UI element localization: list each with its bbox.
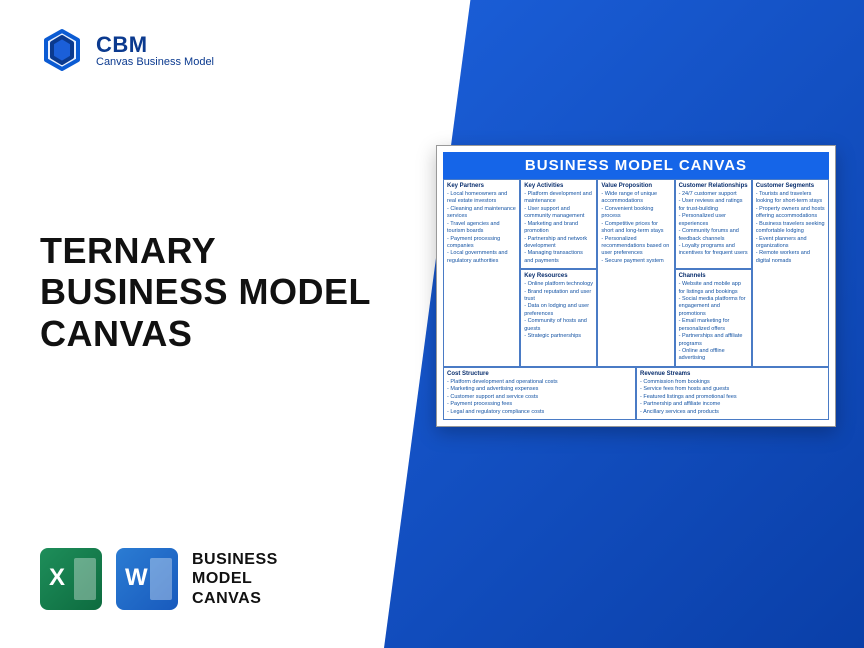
page-title: TERNARY BUSINESS MODEL CANVAS [40,230,371,354]
list-item: Business travelers seeking comfortable l… [756,221,825,236]
canvas-title: BUSINESS MODEL CANVAS [443,152,829,179]
list-item: Service fees from hosts and guests [640,386,825,393]
list-item: Online and offline advertising [679,348,748,363]
title-line-2: BUSINESS MODEL [40,271,371,312]
list-item: Data on lodging and user preferences [524,303,593,318]
list-item: Tourists and travelers looking for short… [756,191,825,206]
list-item: Property owners and hosts offering accom… [756,206,825,221]
brand-name: CBM [96,32,214,58]
list-item: User reviews and ratings for trust-build… [679,198,748,213]
list-item: Personalized recommendations based on us… [601,236,670,258]
cell-revenue-streams: Revenue Streams Commission from bookings… [636,367,829,420]
list-item: Convenient booking process [601,206,670,221]
word-icon: W [116,548,178,610]
cell-key-partners: Key Partners Local homeowners and real e… [443,179,520,367]
list-item: Email marketing for personalized offers [679,318,748,333]
list-item: Ancillary services and products [640,409,825,416]
cell-channels: Channels Website and mobile app for list… [675,269,752,367]
canvas-bottom-row: Cost Structure Platform development and … [443,367,829,420]
list-item: Community of hosts and guests [524,318,593,333]
list-item: User support and community management [524,206,593,221]
cell-value-proposition: Value Proposition Wide range of unique a… [597,179,674,367]
logo-icon [40,28,84,72]
list-item: Partnership and network development [524,236,593,251]
list-item: Remote workers and digital nomads [756,250,825,265]
cell-key-resources: Key Resources Online platform technology… [520,269,597,367]
list-item: Personalized user experiences [679,213,748,228]
list-item: Legal and regulatory compliance costs [447,409,632,416]
list-item: Cleaning and maintenance services [447,206,516,221]
list-item: Featured listings and promotional fees [640,394,825,401]
list-item: Local homeowners and real estate investo… [447,191,516,206]
list-item: Loyalty programs and incentives for freq… [679,243,748,258]
cell-cost-structure: Cost Structure Platform development and … [443,367,636,420]
list-item: Travel agencies and tourism boards [447,221,516,236]
list-item: Community forums and feedback channels [679,228,748,243]
list-item: Commission from bookings [640,379,825,386]
list-item: Brand reputation and user trust [524,289,593,304]
list-item: Customer support and service costs [447,394,632,401]
brand-tagline: Canvas Business Model [96,56,214,68]
header-logo: CBM Canvas Business Model [40,28,214,72]
list-item: Competitive prices for short and long-te… [601,221,670,236]
list-item: Online platform technology [524,281,593,288]
list-item: Managing transactions and payments [524,250,593,265]
list-item: Partnerships and affiliate programs [679,333,748,348]
cell-key-activities: Key Activities Platform development and … [520,179,597,269]
list-item: Secure payment system [601,258,670,265]
list-item: Payment processing fees [447,401,632,408]
list-item: Event planners and organizations [756,236,825,251]
list-item: 24/7 customer support [679,191,748,198]
bottom-apps: X W BUSINESS MODEL CANVAS [40,548,278,610]
bmc-label: BUSINESS MODEL CANVAS [192,550,278,608]
list-item: Marketing and advertising expenses [447,386,632,393]
list-item: Social media platforms for engagement an… [679,296,748,318]
canvas-grid: Key Partners Local homeowners and real e… [443,179,829,367]
list-item: Wide range of unique accommodations [601,191,670,206]
excel-icon: X [40,548,102,610]
list-item: Platform development and operational cos… [447,379,632,386]
list-item: Strategic partnerships [524,333,593,340]
list-item: Marketing and brand promotion [524,221,593,236]
cell-customer-relationships: Customer Relationships 24/7 customer sup… [675,179,752,269]
list-item: Local governments and regulatory authori… [447,250,516,265]
title-line-3: CANVAS [40,313,371,354]
list-item: Payment processing companies [447,236,516,251]
list-item: Website and mobile app for listings and … [679,281,748,296]
logo-text: CBM Canvas Business Model [96,32,214,68]
list-item: Platform development and maintenance [524,191,593,206]
cell-customer-segments: Customer Segments Tourists and travelers… [752,179,829,367]
list-item: Partnership and affiliate income [640,401,825,408]
title-line-1: TERNARY [40,230,371,271]
canvas-card: BUSINESS MODEL CANVAS Key Partners Local… [436,145,836,427]
